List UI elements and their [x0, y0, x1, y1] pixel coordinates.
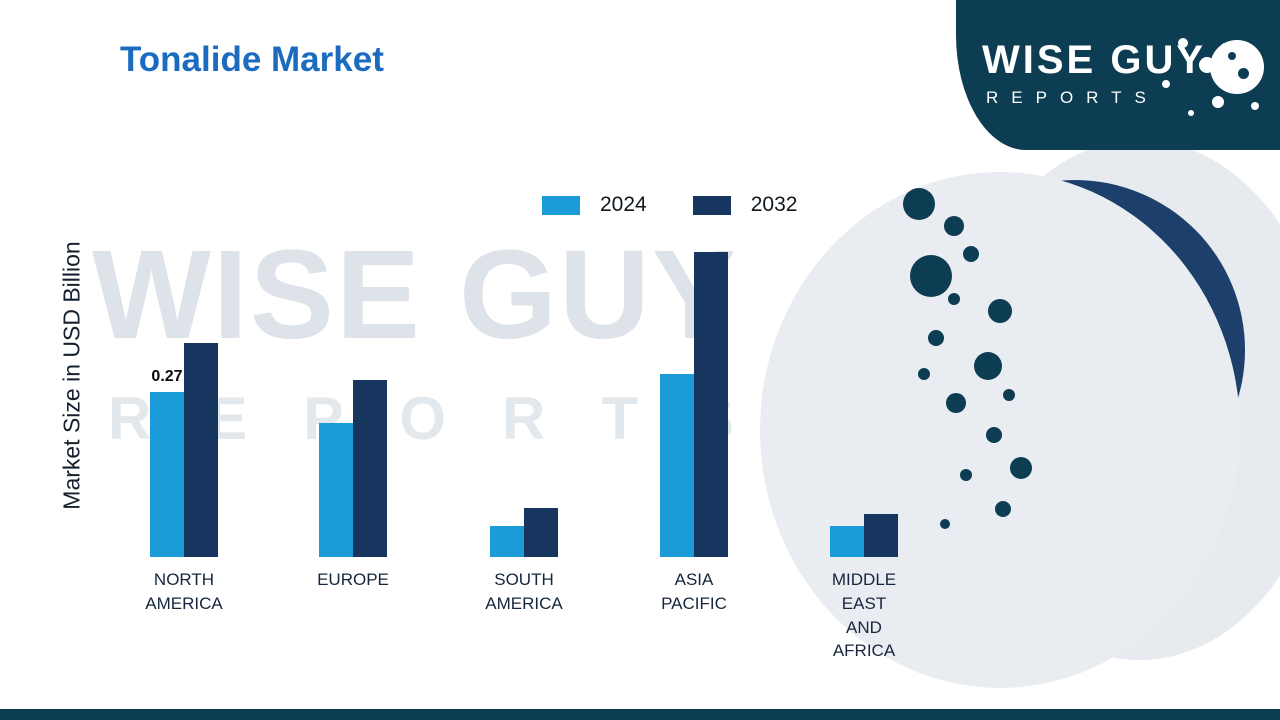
category-label-europe: EUROPE — [317, 570, 389, 589]
bar-value-label: 0.27 — [151, 368, 183, 385]
bottom-bar — [0, 709, 1280, 720]
category-label-south-america: SOUTH AMERICA — [485, 570, 563, 613]
bar-2032-europe — [353, 380, 387, 557]
logo-wordmark: WISE GUY — [982, 38, 1207, 82]
bar-2024-north-america — [150, 392, 184, 557]
bar-2024-asia-pacific — [660, 374, 694, 557]
logo-face-icon — [1210, 40, 1264, 94]
bar-2032-south-america — [524, 508, 558, 557]
chart-title: Tonalide Market — [120, 40, 384, 79]
bar-2032-north-america — [184, 343, 218, 557]
watermark-line1: WISE GUY — [92, 224, 739, 365]
legend-label-2024: 2024 — [600, 193, 647, 216]
legend-item-2032: 2032 — [692, 193, 798, 217]
bar-2024-middle-east-and-africa — [830, 526, 864, 557]
legend-swatch-2032 — [692, 195, 731, 215]
bar-2032-middle-east-and-africa — [864, 514, 898, 557]
logo: WISE GUY REPORTS — [982, 38, 1206, 108]
bar-2024-south-america — [490, 526, 524, 557]
y-axis-label: Market Size in USD Billion — [58, 241, 85, 510]
category-label-asia-pacific: ASIA PACIFIC — [661, 570, 727, 613]
category-label-middle-east-and-africa: MIDDLE EAST AND AFRICA — [831, 570, 897, 661]
logo-subtext: REPORTS — [986, 88, 1159, 107]
bar-2024-europe — [319, 423, 353, 557]
legend-label-2032: 2032 — [750, 193, 798, 216]
legend: 2024 2032 — [542, 193, 797, 217]
category-label-north-america: NORTH AMERICA — [145, 570, 223, 613]
legend-swatch-2024 — [542, 195, 580, 215]
bar-2032-asia-pacific — [694, 252, 728, 557]
legend-item-2024: 2024 — [542, 193, 647, 217]
